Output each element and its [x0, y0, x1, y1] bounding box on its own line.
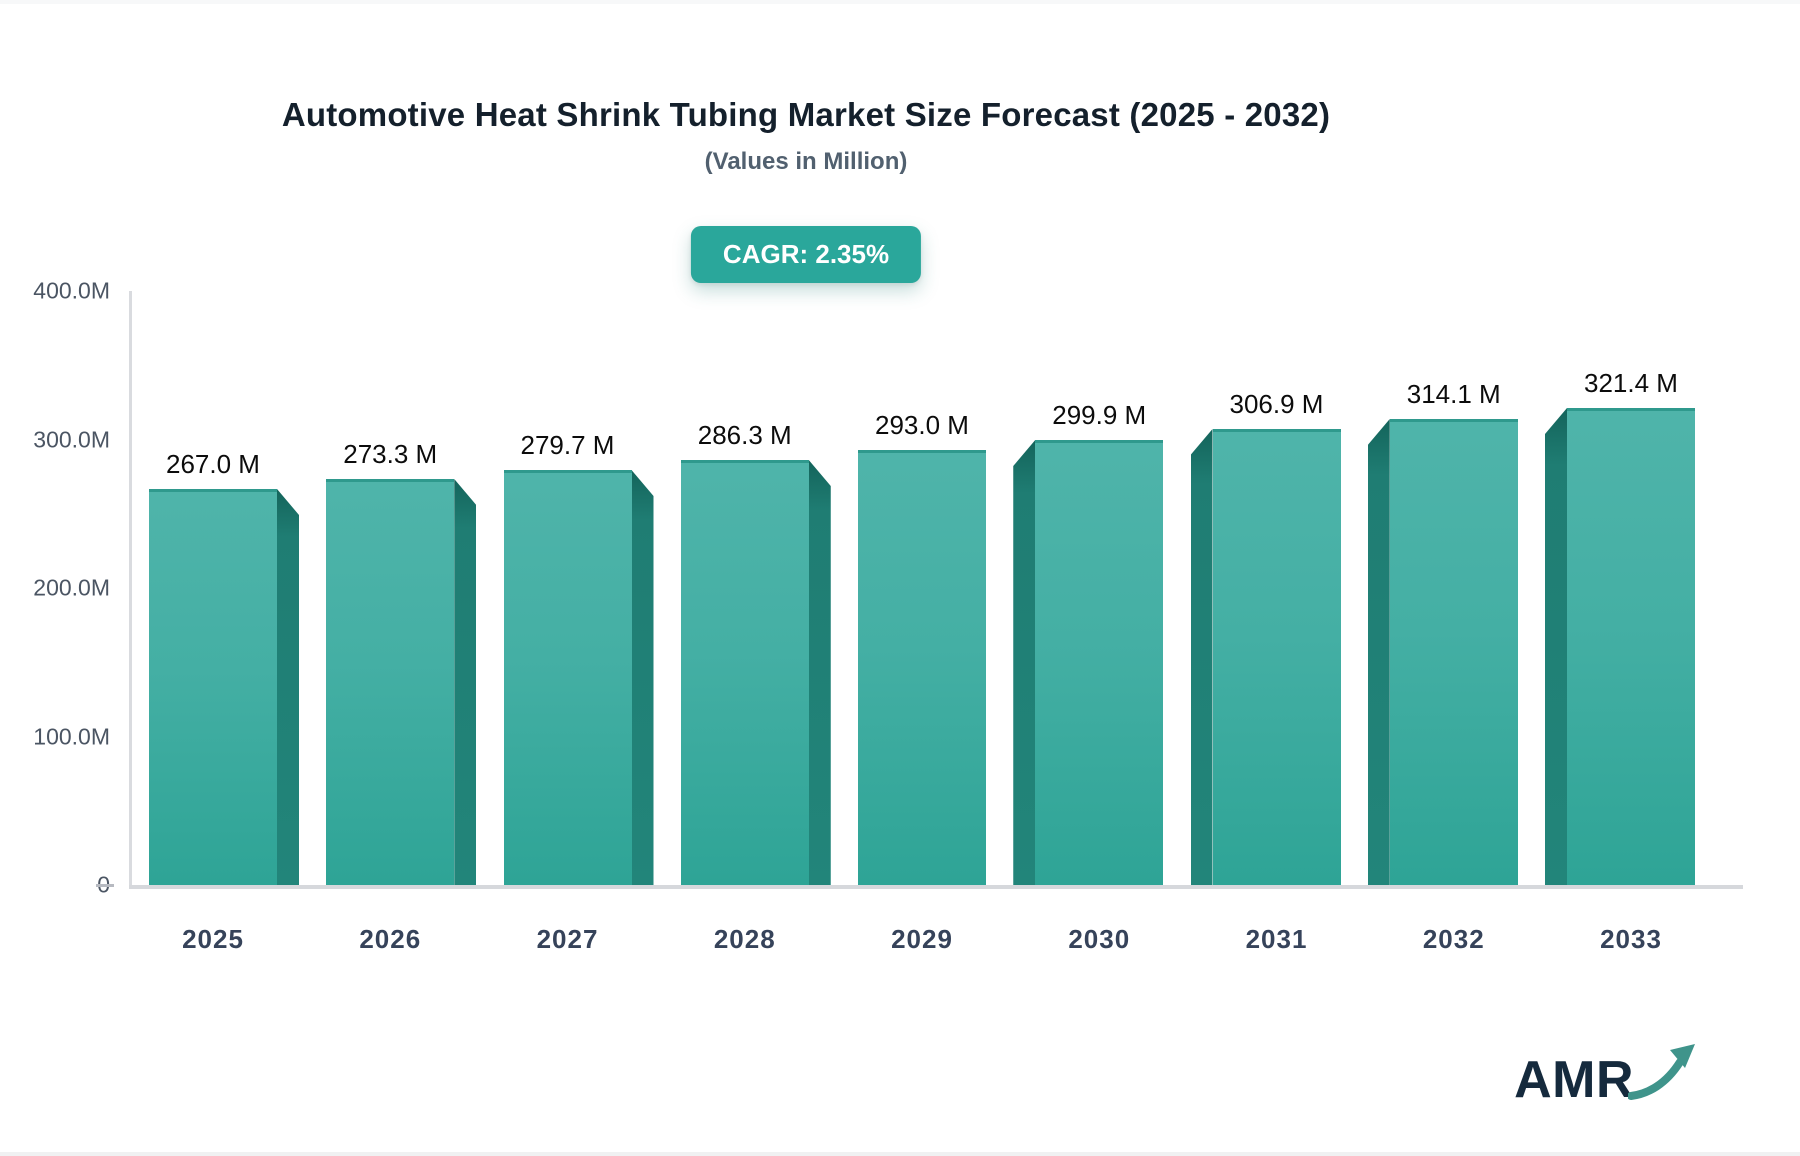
x-axis-label-2025: 2025 [182, 924, 244, 954]
x-axis-label-2028: 2028 [713, 924, 776, 954]
bar-2033[interactable] [1567, 408, 1695, 885]
cagr-badge: CAGR: 2.35% [690, 226, 922, 283]
bar-value-label-2027: 279.7 M [520, 430, 615, 460]
bar-side-face-2032 [1367, 419, 1390, 885]
x-axis-label-2029: 2029 [891, 924, 953, 954]
bar-value-label-2029: 293.0 M [875, 410, 969, 440]
amr-logo-text: AMR [1514, 1051, 1634, 1109]
bar-side-face-2031 [1190, 429, 1213, 885]
bar-value-label-2025: 267.0 M [166, 449, 260, 479]
bar-value-label-2031: 306.9 M [1229, 389, 1324, 419]
bar-value-label-2032: 314.1 M [1406, 379, 1501, 409]
x-axis-baseline [129, 885, 1743, 889]
chart-title: Automotive Heat Shrink Tubing Market Siz… [281, 96, 1331, 133]
x-axis-label-2032: 2032 [1422, 924, 1485, 954]
chart-subtitle: (Values in Million) [704, 148, 908, 175]
bar-value-label-2033: 321.4 M [1584, 368, 1678, 398]
bar-side-face-2025 [277, 489, 299, 885]
x-axis-label-2026: 2026 [359, 924, 422, 954]
y-axis-label-200: 200.0M [33, 574, 110, 601]
bar-value-label-2028: 286.3 M [697, 420, 792, 450]
page-bottom-edge [0, 1152, 1800, 1156]
y-axis-label-300: 300.0M [33, 426, 110, 452]
bar-2031[interactable] [1212, 429, 1341, 885]
bar-value-label-2026: 273.3 M [343, 439, 438, 469]
x-axis-label-2031: 2031 [1245, 924, 1308, 954]
bar-side-face-2033 [1545, 408, 1567, 885]
amr-logo: AMR [1514, 1042, 1698, 1106]
bar-side-face-2027 [631, 470, 654, 885]
bar-2032[interactable] [1389, 419, 1518, 885]
bar-2030[interactable] [1035, 440, 1164, 885]
bar-2027[interactable] [503, 470, 632, 885]
bar-2029[interactable] [858, 450, 986, 885]
bar-2028[interactable] [680, 460, 809, 885]
bar-2025[interactable] [149, 489, 277, 885]
y-axis-label-400: 400.0M [33, 277, 110, 304]
y-axis-label-0: 0 [0, 872, 110, 899]
growth-arrow-icon [1628, 1044, 1695, 1100]
x-axis-label-2033: 2033 [1600, 924, 1662, 954]
bar-side-face-2028 [808, 460, 831, 885]
bar-value-label-2030: 299.9 M [1052, 400, 1147, 430]
y-axis-line [129, 291, 132, 887]
zero-tick-mark [96, 884, 114, 887]
x-axis-label-2030: 2030 [1068, 924, 1131, 954]
x-axis-label-2027: 2027 [536, 924, 599, 954]
bar-2026[interactable] [326, 479, 455, 885]
bar-side-face-2026 [454, 479, 477, 885]
bar-side-face-2030 [1013, 440, 1036, 885]
page-top-edge [0, 0, 1800, 4]
y-axis-label-100: 100.0M [33, 723, 110, 749]
